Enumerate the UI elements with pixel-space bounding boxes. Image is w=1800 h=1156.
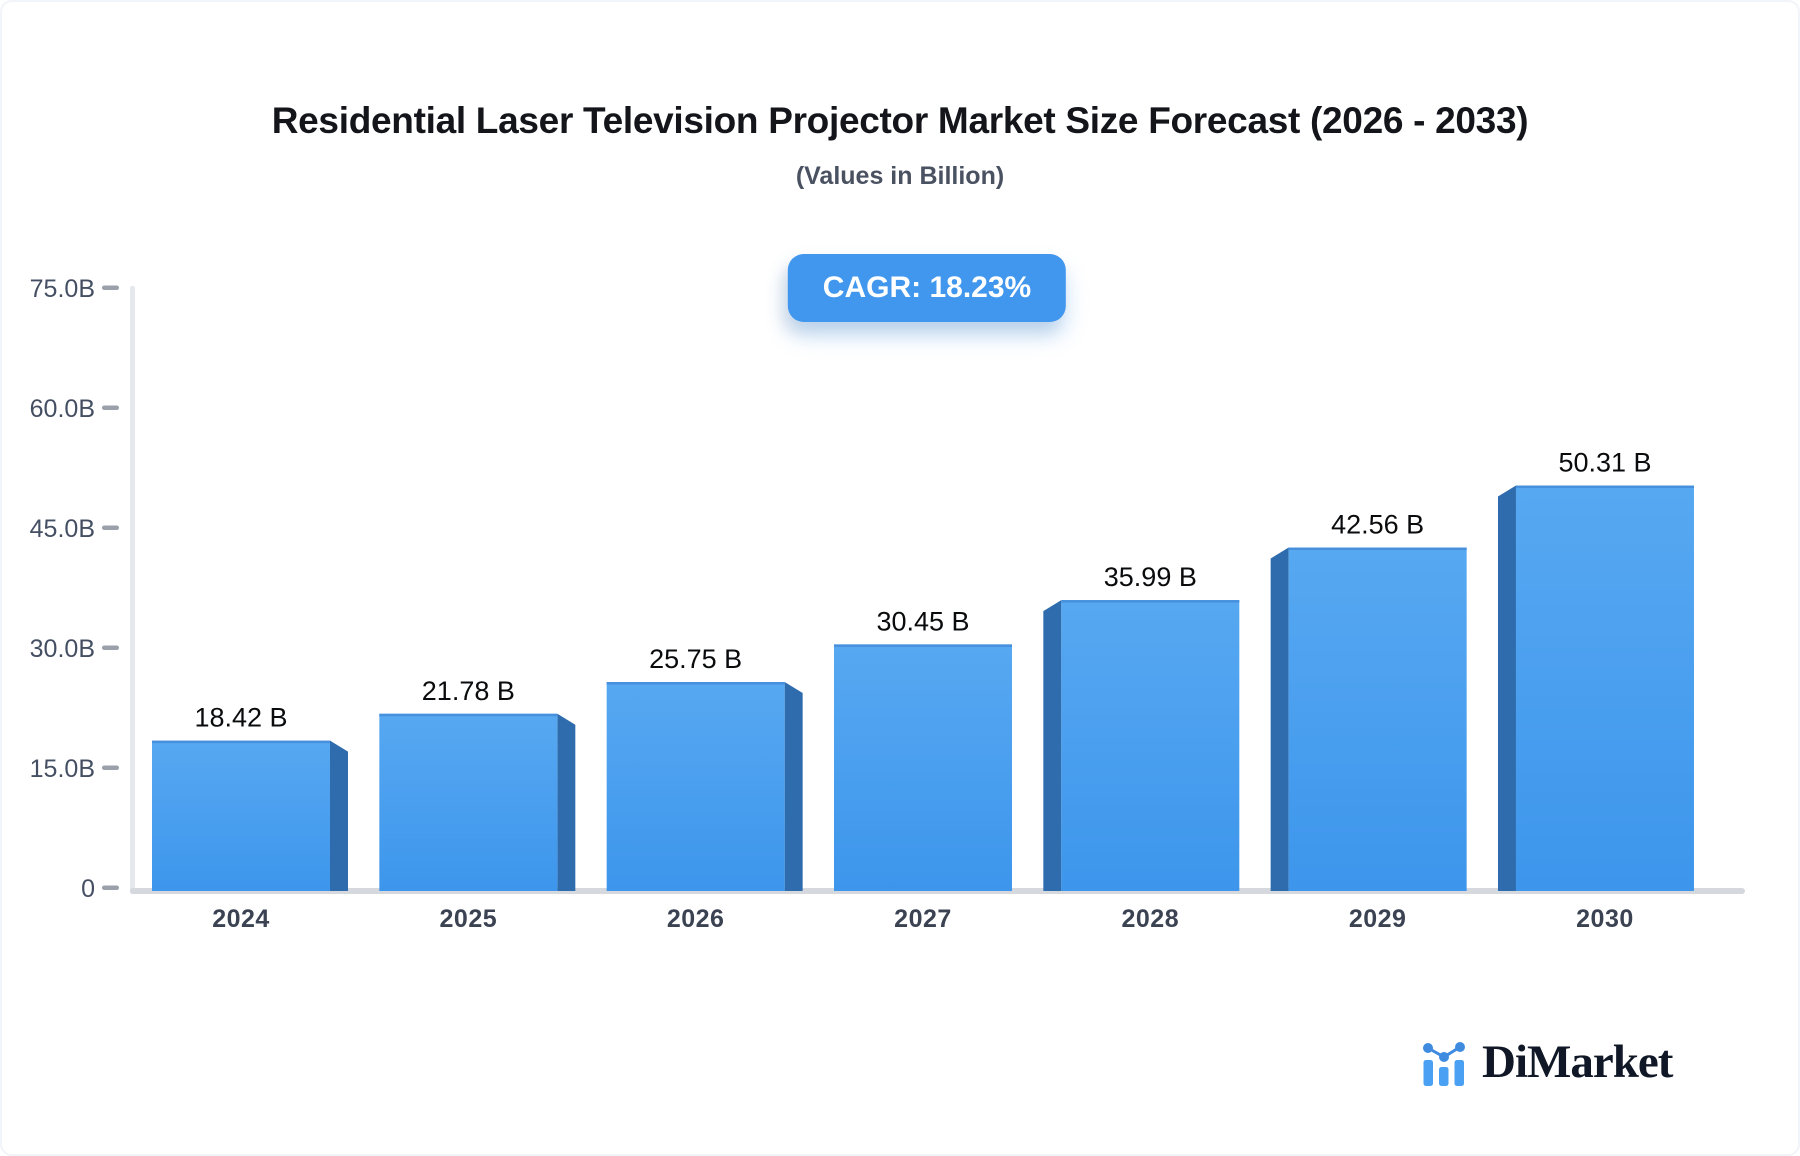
y-axis-label: 45.0B [30,515,95,543]
bar-top-edge [1288,547,1467,551]
x-axis-label: 2027 [894,905,952,933]
brand-name: DiMarket [1482,1036,1673,1088]
y-axis-label: 75.0B [30,275,95,303]
bar [1515,485,1694,891]
y-axis-tick [102,885,119,890]
y-axis-line [130,286,135,894]
bar-side-face [1497,485,1516,891]
y-axis-tick [102,645,119,650]
y-axis-tick [102,285,119,290]
bar-value-label: 21.78 B [422,676,515,706]
bar [1288,547,1467,891]
bar-top-edge [1061,600,1240,603]
x-axis-label: 2026 [667,905,725,933]
x-axis-label: 2024 [212,905,270,933]
bar-side-face [1043,600,1062,891]
y-axis-label: 0 [81,875,95,903]
bar-top-edge [152,740,330,744]
bar [1061,600,1240,891]
bar-value-label: 18.42 B [194,703,287,733]
y-axis-tick [102,525,119,530]
x-axis-label: 2030 [1576,905,1634,933]
bar-side-face [1270,547,1289,891]
y-axis-label: 15.0B [30,755,95,783]
bar-top-edge [379,713,558,717]
cagr-badge: CAGR: 18.23% [787,254,1067,322]
bar [606,682,785,891]
x-axis-label: 2029 [1349,905,1407,933]
y-axis-label: 30.0B [30,635,95,663]
chart-title: Residential Laser Television Projector M… [271,100,1529,141]
bar-value-label: 35.99 B [1104,562,1197,592]
bar-value-label: 30.45 B [876,606,969,636]
bar-chart-logo-icon [1423,1042,1465,1086]
bar-top-edge [833,644,1012,647]
x-axis-label: 2028 [1122,905,1180,933]
y-axis-tick [102,405,119,410]
x-axis-label: 2025 [440,905,498,933]
bar [833,644,1012,891]
brand-logo: DiMarket [1421,1036,1673,1088]
y-axis-tick [102,765,119,770]
bar-value-label: 50.31 B [1558,448,1651,478]
bar-side-face [557,713,576,891]
bar [152,740,330,891]
bar-top-edge [606,682,785,685]
bar-side-face [784,682,803,891]
chart-subtitle: (Values in Billion) [795,162,1005,190]
bar-value-label: 25.75 B [649,644,742,674]
bar [379,713,558,891]
bar-top-edge [1515,485,1694,489]
bar-value-label: 42.56 B [1331,510,1424,540]
bar-side-face [330,740,348,891]
y-axis-label: 60.0B [30,395,95,423]
